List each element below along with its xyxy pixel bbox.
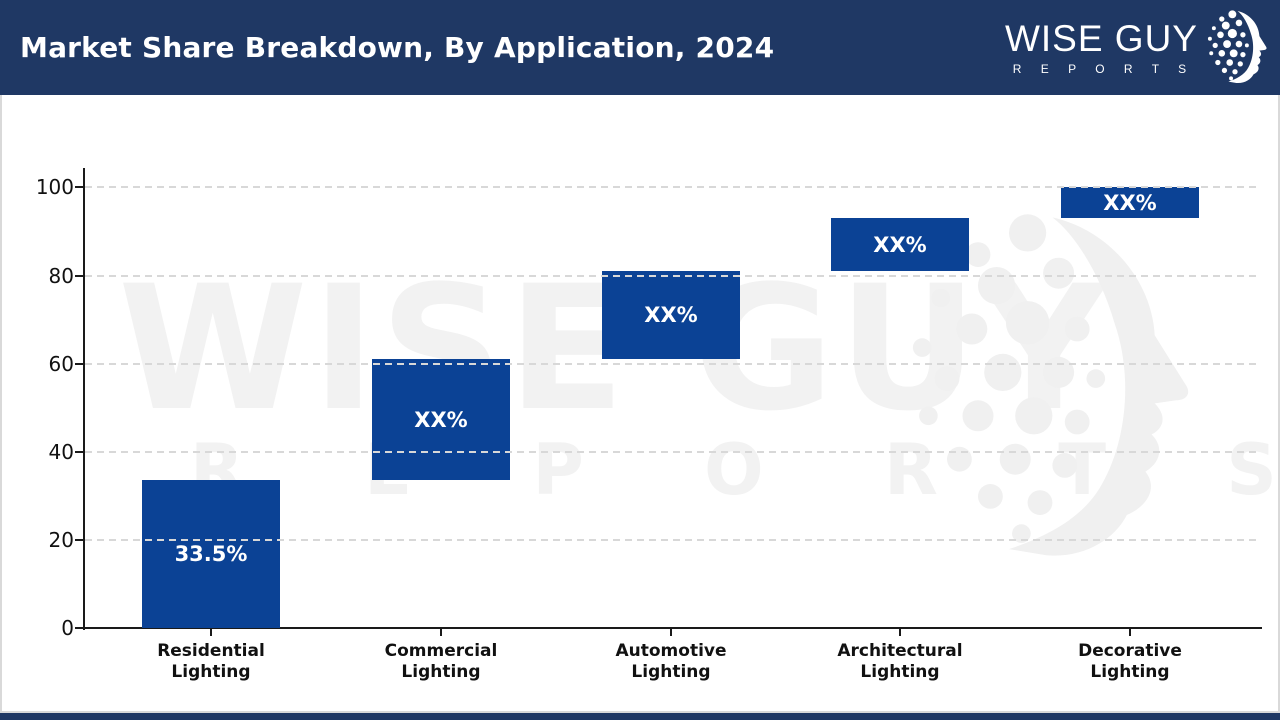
y-tick-label: 20 [48, 527, 74, 552]
x-axis [83, 627, 1262, 629]
logo-text: WISE GUY R E P O R T S [1005, 20, 1198, 76]
gridline [85, 274, 1261, 277]
category-label: Architectural Lighting [837, 641, 963, 683]
bar-value-label: XX% [644, 303, 698, 328]
bar-segment: 33.5% [142, 480, 280, 628]
x-tick-mark [670, 628, 672, 636]
gridline [85, 450, 1261, 453]
gridline [85, 538, 1261, 541]
page-title: Market Share Breakdown, By Application, … [20, 31, 775, 64]
logo-subtext: R E P O R T S [1012, 61, 1195, 76]
x-tick-mark [1129, 628, 1131, 636]
y-tick-label: 80 [48, 263, 74, 288]
bar-segment: XX% [831, 218, 969, 272]
bar-value-label: XX% [414, 407, 468, 432]
y-tick-mark [75, 450, 83, 453]
y-tick-label: 40 [48, 439, 74, 464]
header-bar: Market Share Breakdown, By Application, … [0, 0, 1280, 95]
x-tick-mark [899, 628, 901, 636]
y-tick-mark [75, 274, 83, 277]
logo-wordmark: WISE GUY [1004, 17, 1198, 59]
bar-segment: XX% [372, 359, 510, 481]
bar-segment: XX% [602, 271, 740, 360]
gridline [85, 362, 1261, 365]
logo: WISE GUY R E P O R T S [1005, 0, 1268, 95]
category-label: Automotive Lighting [615, 641, 727, 683]
category-label: Commercial Lighting [384, 641, 498, 683]
y-tick-mark [75, 538, 83, 541]
x-tick-mark [440, 628, 442, 636]
y-tick-label: 60 [48, 351, 74, 376]
bar-value-label: 33.5% [174, 542, 248, 567]
gridline [85, 186, 1261, 189]
category-label: Decorative Lighting [1078, 641, 1182, 683]
bar-segment: XX% [1061, 187, 1199, 219]
y-tick-label: 0 [61, 616, 74, 640]
bar-value-label: XX% [1103, 190, 1157, 215]
category-label: Residential Lighting [157, 641, 265, 683]
y-tick-mark [75, 627, 83, 629]
y-tick-label: 100 [35, 175, 74, 200]
x-tick-mark [210, 628, 212, 636]
y-tick-mark [75, 362, 83, 365]
footer-bar [0, 713, 1280, 720]
y-tick-mark [75, 186, 83, 189]
bar-value-label: XX% [873, 232, 927, 257]
y-axis [83, 168, 85, 630]
